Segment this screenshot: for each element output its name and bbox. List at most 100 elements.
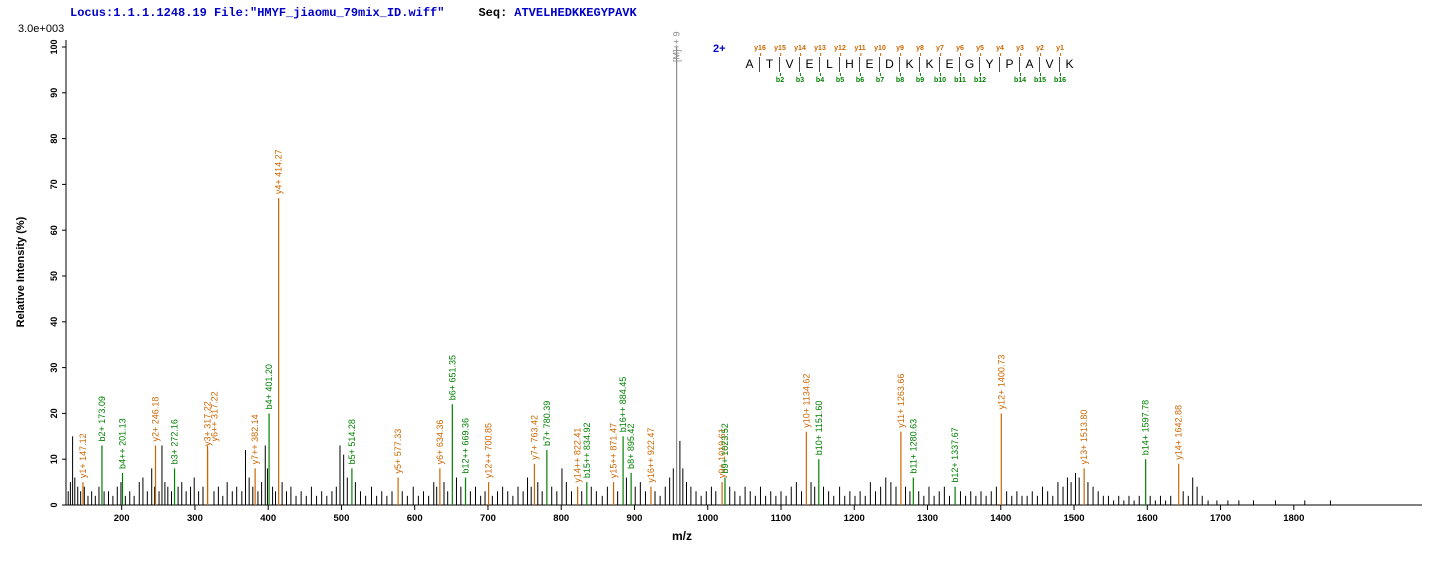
header: Locus:1.1.1.1248.19 File:"HMYF_jiaomu_79… [70,6,637,20]
residue-cell: y11 b6 E [854,45,879,84]
residue-letter: A [745,57,754,71]
peak-label: y13+ 1513.80 [1079,410,1089,465]
peak-label: b6+ 651.35 [447,355,457,400]
x-tick-label: 1200 [844,513,865,524]
b-ion-label: b16 [1053,73,1067,84]
x-tick-label: 500 [334,513,350,524]
y-tick-label: 0 [49,502,59,507]
residue-letter: E [865,57,874,71]
max-intensity-label: 3.0e+003 [18,23,65,35]
residue-cell: A [740,57,759,72]
residue-cell: y9 b8 K [896,45,919,84]
y-ion-label: y2 [1036,45,1044,56]
residue-cell: y6 b11 G [954,45,979,84]
peak-label: y4+ 414.27 [274,149,284,194]
precursor-charge-label: 2+ [713,43,726,55]
y-ion-label: y6 [956,45,964,56]
peak-label: y6++ 317.22 [210,391,220,441]
peak-label: y15++ 871.47 [609,423,619,478]
residue-cell: y3 b14 A [1014,45,1039,84]
sequence-label: Seq: [478,6,508,20]
b-ion-label: b11 [954,73,966,84]
x-tick-label: 200 [114,513,130,524]
b-ion-label: b15 [1033,73,1047,84]
residue-cell: y12 b5 H [834,45,859,84]
peak-label: y11+ 1263.66 [896,374,906,428]
x-tick-label: 800 [553,513,569,524]
y-ion-label: y16 [754,45,766,56]
peak-label: y5+ 577.33 [393,429,403,474]
x-tick-label: 400 [260,513,276,524]
residue-letter: L [826,57,833,71]
y-ion-label: y14 [794,45,806,56]
b-ion-label: b10 [933,73,947,84]
y-tick-label: 70 [49,179,59,189]
x-tick-label: 600 [407,513,423,524]
sequence-wrap: Seq: ATVELHEDKKEGYPAVK [478,6,636,20]
residue-letter: E [945,57,954,71]
y-ion-label: y11 [854,45,866,56]
peak-label: y14+ 1642.88 [1174,405,1184,460]
x-tick-label: 1400 [990,513,1011,524]
b-ion-label: b7 [875,73,885,84]
locus-text: Locus:1.1.1.1248.19 File:"HMYF_jiaomu_79… [70,6,445,20]
peak-label: b16++ 884.45 [618,377,628,433]
y-tick-label: 40 [49,317,59,327]
residue-cell: y10 b7 D [874,45,899,84]
sequence-value: ATVELHEDKKEGYPAVK [514,6,637,20]
residue-cell: y2 b15 V [1034,45,1059,84]
peak-label: b15++ 834.92 [582,423,592,479]
x-tick-label: 1300 [917,513,938,524]
x-tick-label: 1700 [1210,513,1231,524]
x-tick-label: 1100 [771,513,792,524]
residue-cell: y14 b3 E [794,45,819,84]
b-ion-label: b12 [973,73,987,84]
x-tick-label: 1800 [1283,513,1304,524]
peak-label: b7+ 780.39 [542,401,552,446]
residue-cell: y1 b16 K [1054,45,1079,84]
peak-label: y1+ 147.12 [78,433,88,478]
peak-label: y16++ 922.47 [646,428,656,483]
x-tick-label: 1000 [697,513,718,524]
b-ion-label: b14 [1013,73,1027,84]
x-axis-title: m/z [672,529,692,543]
y-ion-label: y5 [976,45,984,56]
x-tick-label: 700 [480,513,496,524]
peak-label: b11+ 1280.63 [908,419,918,474]
y-ion-label: y3 [1016,45,1024,56]
peak-label: y12++ 700.85 [484,423,494,478]
y-tick-label: 50 [49,271,59,281]
peak-label: b2+ 173.09 [97,396,107,441]
residue-letter: V [1045,57,1054,71]
residue-cell: y16 T [754,45,779,72]
residue-letter: Y [985,57,994,71]
x-tick-label: 300 [187,513,203,524]
b-ion-label: b2 [775,73,785,84]
x-tick-label: 1600 [1137,513,1158,524]
y-ion-label: y1 [1056,45,1064,56]
residue-letter: D [885,57,894,71]
y-tick-label: 80 [49,134,59,144]
peak-label: y10+ 1134.62 [801,374,811,428]
residue-letter: T [765,57,774,71]
y-tick-label: 30 [49,363,59,373]
peak-label: b8+ 895.42 [626,424,636,469]
residue-letter: H [845,57,854,71]
peak-label: y14++ 822.41 [573,428,583,483]
x-tick-label: 900 [627,513,643,524]
peak-label: b12++ 669.36 [461,418,471,474]
residue-letter: P [1005,57,1014,71]
x-tick-label: 1500 [1063,513,1084,524]
residue-cell: y13 b4 L [814,45,839,84]
y-axis-title: Relative Intensity (%) [15,216,27,327]
y-ion-label: y8 [916,45,924,56]
b-ion-label: b9 [915,73,925,84]
residue-letter: E [805,57,814,71]
residue-letter: G [964,57,975,71]
b-ion-label: b3 [795,73,805,84]
b-ion-label: b6 [855,73,865,84]
y-tick-label: 90 [49,88,59,98]
